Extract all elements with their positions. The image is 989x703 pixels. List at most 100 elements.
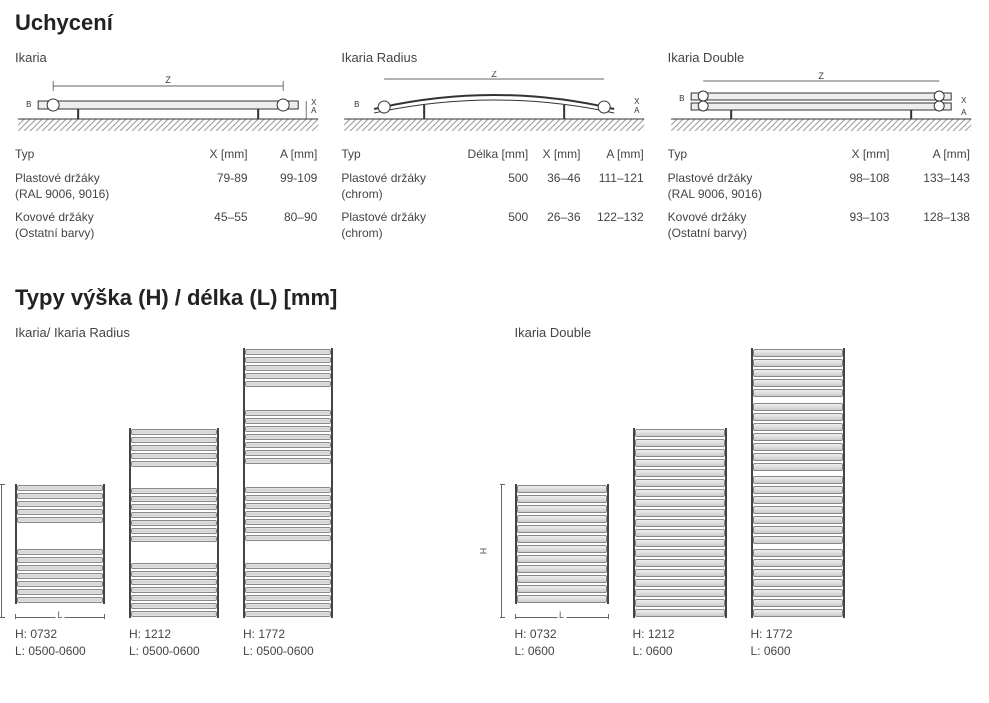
svg-text:X: X — [634, 97, 640, 106]
radiator-item: HL H: 0732L: 0500-0600 — [15, 484, 105, 660]
spec-header: A [mm] — [893, 145, 974, 167]
svg-text:B: B — [679, 94, 684, 103]
radiator-wrap — [243, 348, 333, 618]
spec-value: 500 — [452, 206, 533, 245]
spec-header: Typ — [15, 145, 181, 167]
spec-label: Plastové držáky(chrom) — [341, 206, 451, 245]
spec-header: Typ — [668, 145, 824, 167]
radiator-caption: H: 1212L: 0500-0600 — [129, 626, 200, 660]
radiator-wrap: HL — [15, 484, 105, 618]
radiator-icon — [15, 484, 105, 604]
spec-header: A [mm] — [252, 145, 322, 167]
svg-text:A: A — [634, 106, 640, 115]
spec-label: Plastové držáky(chrom) — [341, 167, 451, 206]
spec-label: Plastové držáky(RAL 9006, 9016) — [668, 167, 824, 206]
spec-header: X [mm] — [181, 145, 252, 167]
mount-title: Ikaria Radius — [341, 50, 647, 65]
type-group: Ikaria Double HL H: 0732L: 0600 H: 1212L: 0… — [515, 325, 975, 670]
radiator-icon — [243, 348, 333, 618]
type-group-title: Ikaria/ Ikaria Radius — [15, 325, 475, 340]
spec-value: 80–90 — [252, 206, 322, 245]
mount-diagram: Z A X B — [668, 71, 974, 131]
dim-l-icon: L — [515, 608, 609, 618]
table-row: Kovové držáky(Ostatní barvy)93–103128–13… — [668, 206, 974, 245]
spec-value: 99-109 — [252, 167, 322, 206]
radiator-item: H: 1772L: 0600 — [751, 348, 845, 660]
radiator-wrap — [751, 348, 845, 618]
dim-l-icon: L — [15, 608, 105, 618]
mount-diagram: Z A X B — [341, 71, 647, 131]
spec-header: X [mm] — [532, 145, 584, 167]
spec-table: TypX [mm]A [mm]Plastové držáky(RAL 9006,… — [668, 145, 974, 245]
radiator-wrap — [633, 428, 727, 618]
svg-text:Z: Z — [818, 71, 824, 81]
radiator-item: H: 1772L: 0500-0600 — [243, 348, 333, 660]
radiator-wrap — [129, 428, 219, 618]
table-row: Kovové držáky(Ostatní barvy)45–5580–90 — [15, 206, 321, 245]
svg-text:X: X — [961, 96, 967, 105]
radiator-caption: H: 1212L: 0600 — [633, 626, 675, 660]
spec-header: Délka [mm] — [452, 145, 533, 167]
svg-text:A: A — [311, 106, 317, 115]
mount-diagram: Z A X B — [15, 71, 321, 131]
spec-table: TypX [mm]A [mm]Plastové držáky(RAL 9006,… — [15, 145, 321, 245]
svg-text:Z: Z — [165, 75, 171, 85]
radiator-wrap: HL — [515, 484, 609, 618]
spec-value: 133–143 — [893, 167, 974, 206]
svg-text:X: X — [311, 98, 317, 107]
dim-l-label: L — [55, 610, 64, 620]
table-row: Plastové držáky(chrom)50026–36122–132 — [341, 206, 647, 245]
radiator-caption: H: 1772L: 0500-0600 — [243, 626, 314, 660]
spec-header: A [mm] — [585, 145, 648, 167]
spec-value: 93–103 — [824, 206, 894, 245]
spec-header: X [mm] — [824, 145, 894, 167]
spec-value: 122–132 — [585, 206, 648, 245]
mount-title: Ikaria — [15, 50, 321, 65]
spec-label: Plastové držáky(RAL 9006, 9016) — [15, 167, 181, 206]
table-row: Plastové držáky(RAL 9006, 9016)98–108133… — [668, 167, 974, 206]
dim-l-label: L — [557, 610, 566, 620]
spec-value: 500 — [452, 167, 533, 206]
mounting-section: Ikaria Z A X B TypX [mm]A [mm]Plastové d… — [15, 50, 974, 245]
dim-h-icon: H — [501, 484, 511, 618]
radiator-icon — [129, 428, 219, 618]
radiator-row: HL H: 0732L: 0600 H: 1212L: 0600 H: 1772L: … — [515, 348, 975, 660]
heading-types: Typy výška (H) / délka (L) [mm] — [15, 285, 974, 311]
radiator-icon — [751, 348, 845, 618]
mount-column: Ikaria Double Z A X B TypX [mm]A [mm]Pla… — [668, 50, 974, 245]
spec-table: TypDélka [mm]X [mm]A [mm]Plastové držáky… — [341, 145, 647, 245]
mount-column: Ikaria Radius Z A X B TypDélka [mm]X [mm… — [341, 50, 647, 245]
spec-value: 98–108 — [824, 167, 894, 206]
spec-value: 111–121 — [585, 167, 648, 206]
spec-value: 79-89 — [181, 167, 252, 206]
type-group: Ikaria/ Ikaria Radius HL H: 0732L: 0500-06… — [15, 325, 475, 670]
spec-header: Typ — [341, 145, 451, 167]
svg-text:Z: Z — [492, 71, 498, 79]
mount-column: Ikaria Z A X B TypX [mm]A [mm]Plastové d… — [15, 50, 321, 245]
table-row: Plastové držáky(chrom)50036–46111–121 — [341, 167, 647, 206]
radiator-item: H: 1212L: 0500-0600 — [129, 428, 219, 660]
svg-text:A: A — [961, 108, 967, 117]
types-section: Ikaria/ Ikaria RadiusHLH: 0732L: 0500-06… — [15, 325, 974, 670]
radiator-caption: H: 0732L: 0500-0600 — [15, 626, 86, 660]
table-row: Plastové držáky(RAL 9006, 9016)79-8999-1… — [15, 167, 321, 206]
dim-h-icon: H — [1, 484, 11, 618]
radiator-item: HL H: 0732L: 0600 — [515, 484, 609, 660]
heading-mounting: Uchycení — [15, 10, 974, 36]
svg-text:B: B — [26, 100, 31, 109]
radiator-icon — [633, 428, 727, 618]
radiator-item: H: 1212L: 0600 — [633, 428, 727, 660]
spec-label: Kovové držáky(Ostatní barvy) — [668, 206, 824, 245]
spec-value: 45–55 — [181, 206, 252, 245]
spec-label: Kovové držáky(Ostatní barvy) — [15, 206, 181, 245]
type-group-title: Ikaria Double — [515, 325, 975, 340]
spec-value: 36–46 — [532, 167, 584, 206]
dim-h-label: H — [478, 548, 488, 555]
radiator-row: HL H: 0732L: 0500-0600 H: 1212L: 0500-0600… — [15, 348, 475, 660]
radiator-icon — [515, 484, 609, 604]
svg-text:B: B — [354, 100, 359, 109]
radiator-caption: H: 0732L: 0600 — [515, 626, 557, 660]
spec-value: 128–138 — [893, 206, 974, 245]
mount-title: Ikaria Double — [668, 50, 974, 65]
spec-value: 26–36 — [532, 206, 584, 245]
